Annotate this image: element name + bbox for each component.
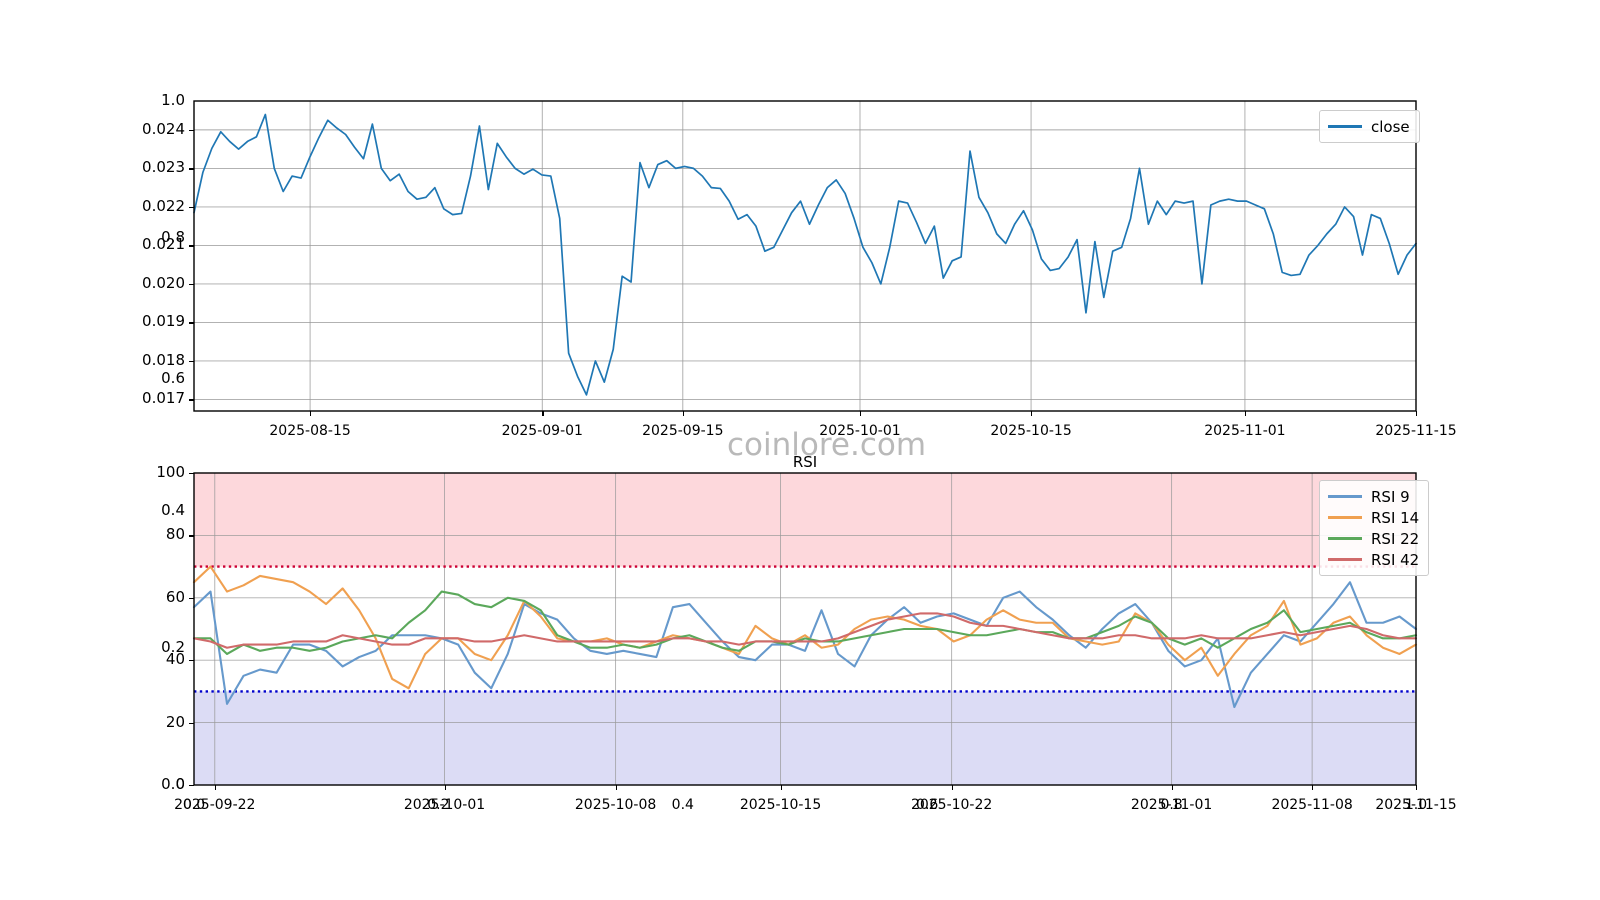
legend-label: RSI 22 [1371, 529, 1420, 548]
legend-item-rsi-9[interactable]: RSI 9 [1328, 486, 1419, 507]
rsi-y-tick-mark [189, 785, 194, 787]
price-y-overlay-tick: 0.8 [161, 228, 185, 246]
rsi-x-tick: 2025-11-08 [1271, 797, 1353, 813]
price-y-tick-mark [189, 245, 194, 247]
legend-label: close [1371, 117, 1410, 136]
rsi-x-overlay-tick: 0.8 [1160, 797, 1183, 813]
rsi-x-tick-mark [1171, 785, 1173, 790]
price-y-tick: 0.024 [142, 119, 185, 138]
rsi-y-tick-mark [189, 535, 194, 537]
rsi-x-overlay-tick: 0.0 [182, 797, 206, 813]
price-y-tick-mark [189, 360, 194, 363]
legend-swatch-icon [1328, 558, 1362, 561]
rsi-x-tick: 2025-10-01 [403, 797, 486, 813]
rsi-y-tick-mark [189, 660, 194, 662]
price-x-tick-mark [1416, 411, 1418, 416]
price-y-tick: 0.019 [142, 312, 185, 331]
rsi-y-tick: 40 [165, 650, 185, 669]
rsi-y-overlay-tick: 0.4 [161, 501, 185, 519]
rsi-x-tick-mark [951, 785, 953, 790]
price-y-tick-mark [189, 206, 194, 209]
price-y-tick: 0.018 [142, 350, 185, 369]
price-x-tick: 2025-11-15 [1375, 423, 1457, 439]
rsi-x-tick-mark [1312, 785, 1314, 790]
legend-swatch-icon [1328, 125, 1362, 128]
legend-label: RSI 42 [1371, 550, 1420, 569]
legend-swatch-icon [1328, 495, 1362, 498]
rsi-x-tick-mark [1416, 785, 1418, 790]
rsi-y-overlay-tick: 0.2 [161, 638, 185, 656]
rsi-x-tick: 2025-10-08 [574, 797, 657, 813]
price-x-tick-mark [1031, 411, 1033, 416]
rsi-y-tick: 100 [156, 463, 185, 481]
price-legend[interactable]: close [1319, 110, 1420, 143]
rsi-x-overlay-tick: 0.4 [671, 797, 694, 813]
price-y-overlay-tick: 0.6 [161, 369, 185, 387]
rsi-legend[interactable]: RSI 9 RSI 14 RSI 22 RSI 42 [1319, 480, 1430, 576]
price-y-tick: 0.021 [142, 235, 185, 254]
price-y-tick-mark [189, 283, 194, 286]
legend-item-rsi-14[interactable]: RSI 14 [1328, 507, 1419, 528]
price-x-tick: 2025-09-15 [642, 423, 724, 439]
rsi-y-tick: 60 [165, 587, 185, 606]
price-x-tick: 2025-09-01 [501, 423, 583, 439]
price-x-tick: 2025-08-15 [269, 423, 351, 439]
price-x-tick-mark [542, 411, 544, 416]
rsi-y-tick: 20 [165, 712, 185, 731]
price-plot-svg [193, 100, 1417, 412]
rsi-y-tick-mark [189, 722, 194, 724]
price-y-tick: 0.022 [142, 196, 185, 215]
rsi-x-overlay-tick: 1.0 [1404, 797, 1428, 813]
price-x-tick-mark [682, 411, 685, 416]
rsi-panel-title: RSI [792, 453, 818, 471]
price-x-tick-mark [310, 411, 312, 416]
rsi-y-tick-mark [189, 597, 194, 600]
legend-item-close[interactable]: close [1328, 116, 1410, 137]
watermark: coinlore.com [727, 427, 927, 463]
price-x-tick-mark [859, 411, 862, 416]
price-y-tick-mark [189, 322, 194, 324]
rsi-x-tick: 2025-10-15 [739, 797, 822, 813]
rsi-x-tick: 2025-11-01 [1130, 797, 1213, 813]
legend-swatch-icon [1328, 537, 1362, 540]
rsi-y-tick-mark [189, 473, 194, 475]
rsi-x-tick: 2025-09-22 [174, 797, 256, 813]
rsi-x-overlay-tick: 0.2 [427, 797, 450, 813]
price-chart-panel: 0.017 0.018 0.019 0.020 0.021 0.022 0.023 0.024… [142, 91, 1457, 439]
legend-item-rsi-42[interactable]: RSI 42 [1328, 549, 1419, 570]
rsi-y-tick: 0 [175, 775, 185, 793]
rsi-x-tick-mark [214, 785, 217, 790]
rsi-x-tick-mark [615, 785, 617, 790]
rsi-x-overlay-tick: 0.6 [916, 797, 939, 813]
price-x-tick: 2025-10-01 [819, 423, 901, 439]
legend-label: RSI 14 [1371, 508, 1420, 527]
legend-swatch-icon [1328, 516, 1362, 519]
price-x-tick: 2025-10-15 [990, 423, 1072, 439]
rsi-y-overlay-tick: 0.0 [161, 775, 185, 793]
price-x-tick-mark [1244, 411, 1247, 416]
price-y-tick-mark [189, 129, 194, 132]
legend-item-rsi-22[interactable]: RSI 22 [1328, 528, 1419, 549]
rsi-x-tick-mark [780, 785, 782, 790]
price-y-tick-mark [189, 168, 194, 170]
price-y-overlay-tick: 1.0 [161, 91, 185, 109]
rsi-x-tick: 2025-10-22 [910, 797, 993, 813]
price-y-tick: 0.020 [142, 273, 185, 292]
legend-label: RSI 9 [1371, 487, 1410, 506]
rsi-y-tick: 80 [165, 525, 185, 544]
price-y-tick-mark [189, 399, 194, 401]
price-x-tick: 2025-11-01 [1204, 423, 1286, 439]
price-y-tick: 0.017 [142, 389, 185, 408]
rsi-x-tick: 2025-11-15 [1375, 797, 1457, 813]
rsi-x-tick-mark [444, 785, 446, 790]
price-y-tick: 0.023 [142, 158, 185, 177]
